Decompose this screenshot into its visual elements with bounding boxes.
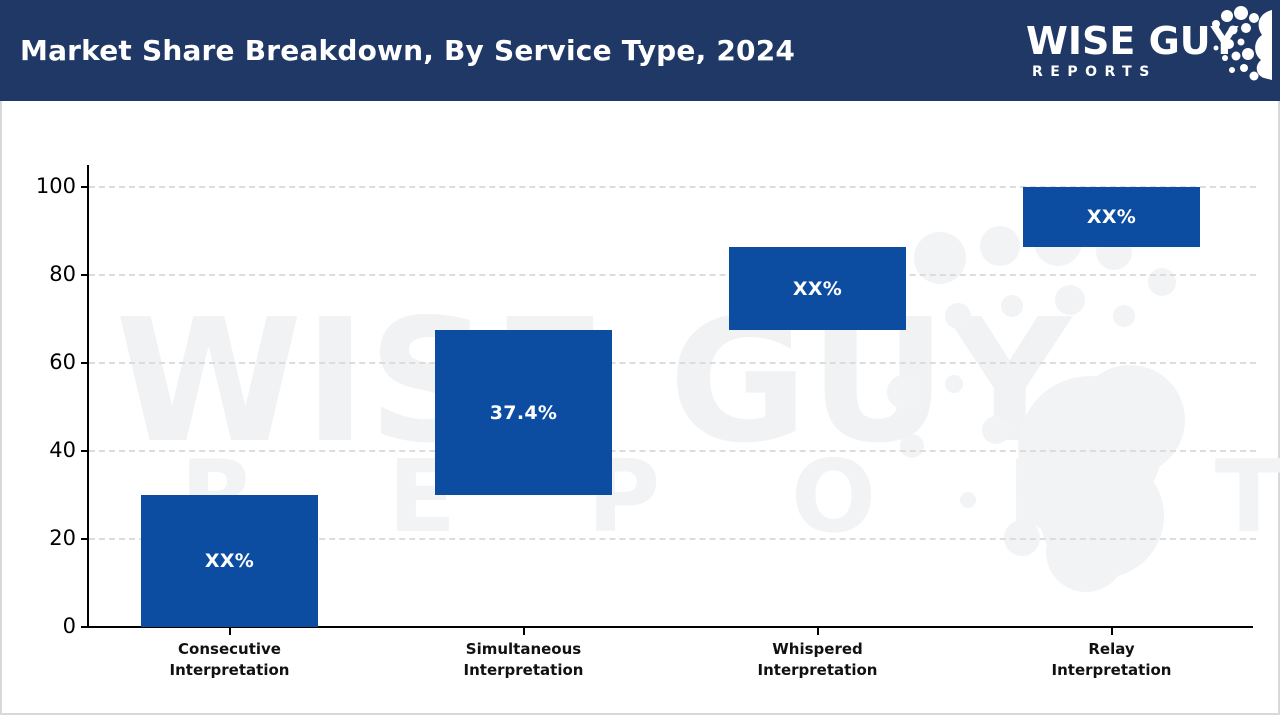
gridline-20	[89, 538, 1256, 540]
x-axis-category-label: Simultaneous Interpretation	[463, 640, 584, 679]
bar-value-label: XX%	[1086, 205, 1137, 228]
bar-segment: 37.4%	[435, 330, 612, 495]
logo-subtitle: REPORTS	[1032, 64, 1157, 80]
chart-title: Market Share Breakdown, By Service Type,…	[20, 34, 796, 67]
bar-segment: XX%	[729, 246, 906, 331]
x-axis-tick	[816, 628, 819, 635]
gridline-60	[89, 362, 1256, 364]
y-axis-label-100: 100	[35, 174, 76, 198]
x-axis-line	[87, 626, 1253, 628]
y-axis-tick-100	[81, 186, 88, 188]
bar-value-label: 37.4%	[489, 401, 558, 424]
gridline-100	[89, 186, 1256, 188]
bar-segment: XX%	[1023, 187, 1200, 247]
page-border-left	[0, 101, 2, 715]
y-axis-tick-60	[81, 362, 88, 364]
y-axis-tick-40	[81, 450, 88, 452]
x-axis-category-label: Relay Interpretation	[1051, 640, 1172, 679]
logo-wordmark: WISE GUY	[1026, 19, 1239, 63]
x-axis-category-label: Consecutive Interpretation	[169, 640, 290, 679]
x-axis-tick	[228, 628, 231, 635]
logo-face-dots-icon	[1212, 6, 1272, 81]
gridline-80	[89, 274, 1256, 276]
page-border-bottom	[0, 713, 1280, 715]
gridline-40	[89, 450, 1256, 452]
bar-segment: XX%	[141, 495, 318, 627]
wise-guy-reports-logo: WISE GUY REPORTS	[1026, 6, 1272, 81]
x-axis-category-label: Whispered Interpretation	[757, 640, 878, 679]
y-axis-tick-80	[81, 274, 88, 276]
bar-value-label: XX%	[792, 277, 843, 300]
header-band: Market Share Breakdown, By Service Type,…	[0, 0, 1280, 101]
y-axis-label-0: 0	[62, 614, 76, 638]
y-axis-tick-20	[81, 538, 88, 540]
x-axis-tick	[522, 628, 525, 635]
y-axis-tick-0	[81, 626, 88, 628]
x-axis-tick	[1110, 628, 1113, 635]
page-border-right	[1278, 101, 1280, 715]
y-axis-label-80: 80	[49, 262, 76, 286]
y-axis-label-60: 60	[49, 350, 76, 374]
y-axis-label-40: 40	[49, 438, 76, 462]
y-axis-line	[87, 165, 89, 628]
y-axis-label-20: 20	[49, 526, 76, 550]
bar-value-label: XX%	[204, 550, 255, 572]
